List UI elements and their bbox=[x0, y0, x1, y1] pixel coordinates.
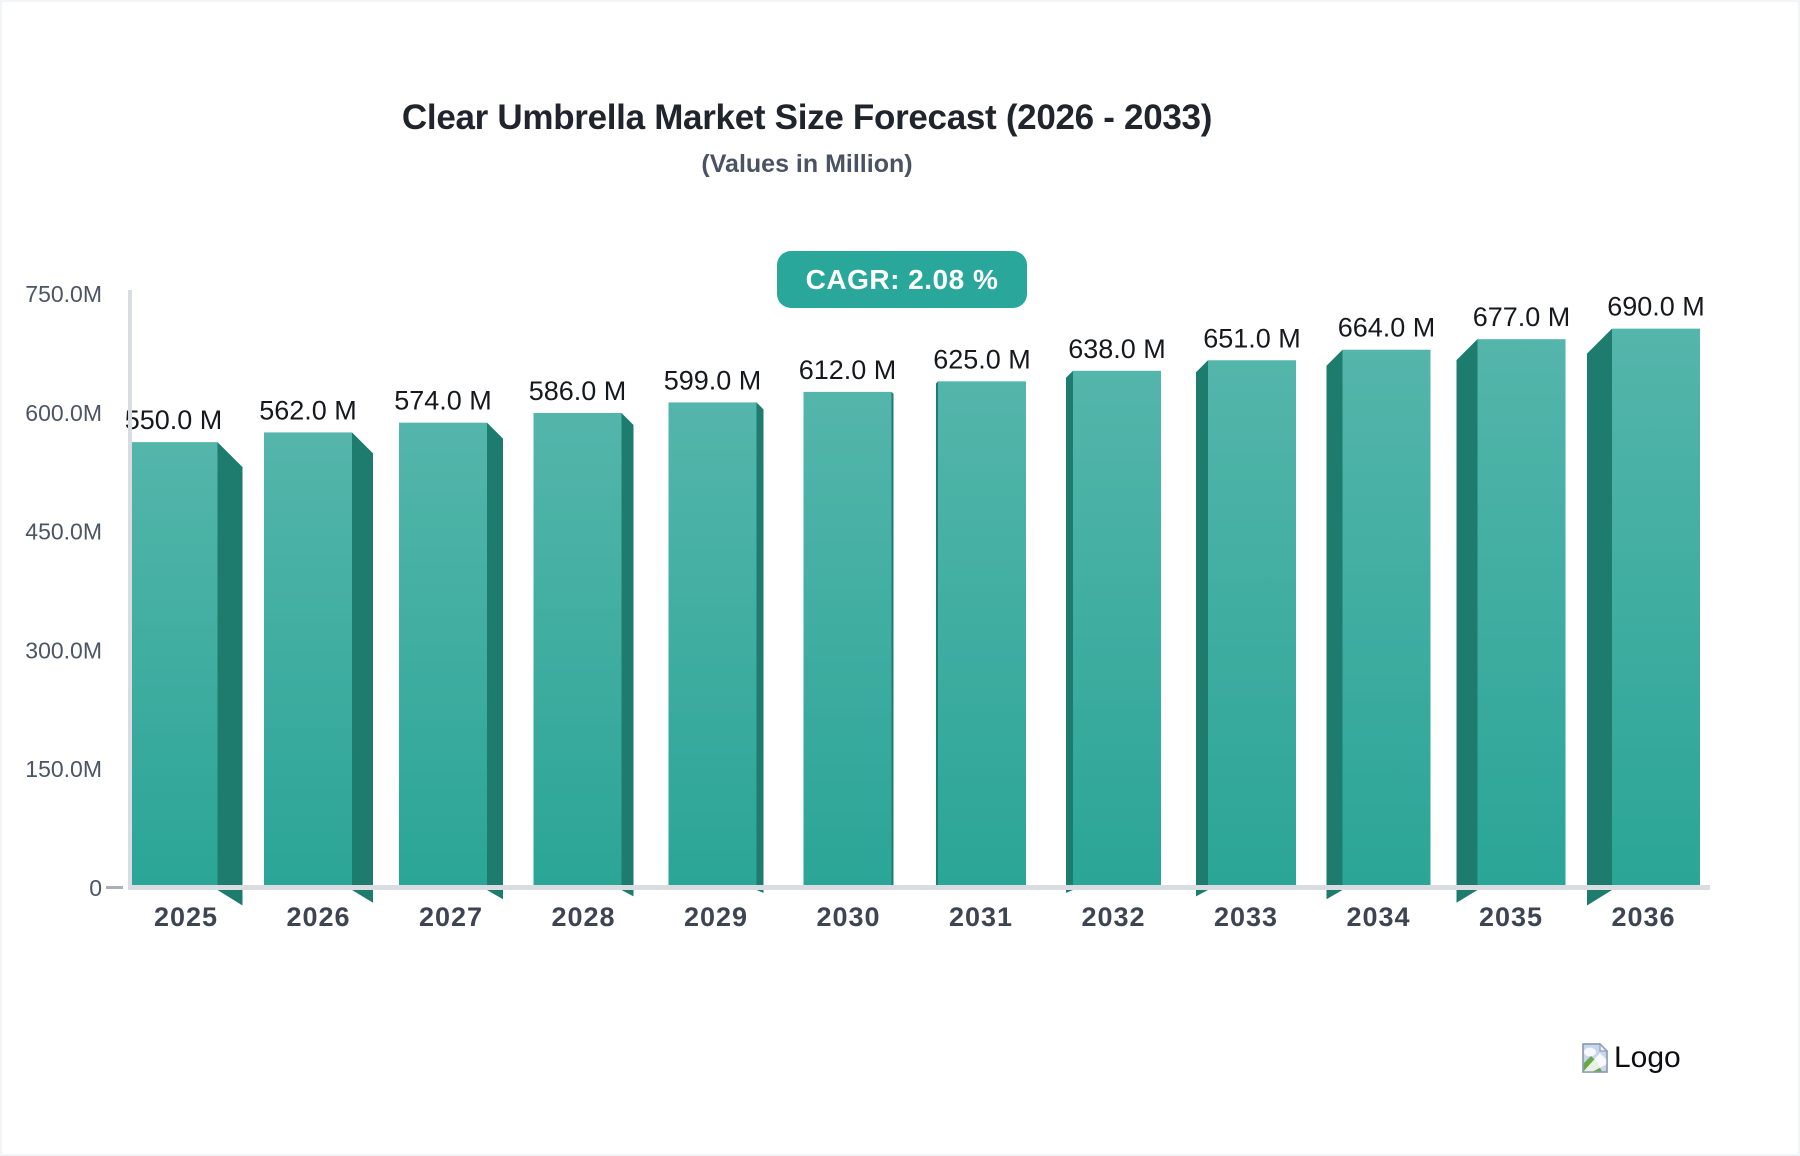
bar-side-face bbox=[1587, 328, 1612, 906]
bar-2030: 612.0 M bbox=[799, 355, 897, 890]
x-tick-label: 2032 bbox=[1081, 902, 1145, 932]
x-tick-label: 2028 bbox=[551, 902, 615, 932]
bar-front-face bbox=[938, 381, 1026, 890]
bar-side-face bbox=[1196, 360, 1208, 897]
bar-front-face bbox=[1612, 328, 1700, 890]
x-tick-label: 2031 bbox=[949, 902, 1013, 932]
bar-side-face bbox=[621, 412, 634, 897]
bar-side-face bbox=[756, 402, 764, 893]
bar-side-face bbox=[1326, 349, 1343, 900]
x-tick-label: 2030 bbox=[816, 902, 880, 932]
x-tick-label: 2029 bbox=[684, 902, 748, 932]
bar-2035: 677.0 M bbox=[1456, 302, 1571, 903]
bar-front-face bbox=[264, 432, 352, 890]
logo: Logo bbox=[1578, 1040, 1681, 1076]
bar-2036: 690.0 M bbox=[1587, 292, 1705, 906]
chart-title: Clear Umbrella Market Size Forecast (202… bbox=[401, 98, 1213, 137]
bar-side-face bbox=[1456, 339, 1478, 903]
bar-2033: 651.0 M bbox=[1196, 323, 1301, 897]
bar-front-face bbox=[399, 422, 487, 890]
bar-front-face bbox=[803, 391, 892, 890]
bar-2034: 664.0 M bbox=[1326, 313, 1436, 900]
x-axis-line bbox=[128, 885, 1710, 890]
bar-side-face bbox=[487, 422, 503, 900]
x-tick-label: 2025 bbox=[154, 902, 218, 932]
bar-front-face bbox=[1073, 370, 1161, 890]
y-tick-label: 150.0M bbox=[25, 756, 102, 782]
logo-alt-text: Logo bbox=[1614, 1041, 1681, 1074]
y-tick-label: 0 bbox=[89, 875, 102, 901]
bar-front-face bbox=[1342, 349, 1431, 890]
bar-front-face bbox=[668, 402, 757, 890]
bar-value-label: 574.0 M bbox=[394, 386, 492, 416]
x-tick-label: 2035 bbox=[1479, 902, 1543, 932]
y-axis-line bbox=[128, 290, 132, 890]
bar-value-label: 550.0 M bbox=[125, 405, 223, 435]
x-tick-label: 2033 bbox=[1214, 902, 1278, 932]
cagr-badge: CAGR: 2.08 % bbox=[777, 251, 1027, 308]
y-tick-label: 450.0M bbox=[25, 519, 102, 545]
bar-2025: 550.0 M bbox=[125, 405, 243, 906]
bar-side-face bbox=[217, 442, 243, 906]
x-tick-label: 2027 bbox=[419, 902, 483, 932]
bar-front-face bbox=[533, 412, 622, 890]
x-tick-label: 2036 bbox=[1611, 902, 1675, 932]
bar-value-label: 651.0 M bbox=[1203, 323, 1301, 353]
bar-2029: 599.0 M bbox=[664, 365, 764, 893]
bar-2032: 638.0 M bbox=[1066, 334, 1166, 893]
bar-side-face bbox=[936, 381, 938, 890]
bar-front-face bbox=[129, 442, 218, 890]
bar-2031: 625.0 M bbox=[933, 344, 1031, 890]
bar-front-face bbox=[1477, 339, 1566, 890]
bar-side-face bbox=[1066, 370, 1073, 893]
bar-front-face bbox=[1208, 360, 1296, 891]
bar-side-face bbox=[891, 391, 894, 890]
y-tick-label: 300.0M bbox=[25, 637, 102, 663]
bar-value-label: 599.0 M bbox=[664, 365, 762, 395]
bar-2026: 562.0 M bbox=[259, 395, 373, 903]
bar-value-label: 690.0 M bbox=[1607, 292, 1705, 322]
broken-image-icon bbox=[1582, 1042, 1609, 1073]
bar-value-label: 664.0 M bbox=[1338, 313, 1436, 343]
bar-value-label: 586.0 M bbox=[529, 376, 627, 406]
bar-value-label: 625.0 M bbox=[933, 344, 1031, 374]
bar-value-label: 638.0 M bbox=[1068, 334, 1166, 364]
chart-subtitle: (Values in Million) bbox=[701, 150, 913, 178]
bar-value-label: 562.0 M bbox=[259, 395, 357, 425]
y-tick-label: 600.0M bbox=[25, 400, 102, 426]
bar-value-label: 677.0 M bbox=[1473, 302, 1571, 332]
zero-tick-mark bbox=[106, 886, 123, 889]
x-tick-label: 2026 bbox=[286, 902, 350, 932]
bar-value-label: 612.0 M bbox=[799, 355, 897, 385]
x-tick-label: 2034 bbox=[1346, 902, 1410, 932]
bar-2028: 586.0 M bbox=[529, 376, 634, 897]
bar-side-face bbox=[352, 432, 373, 903]
bar-2027: 574.0 M bbox=[394, 386, 503, 900]
y-tick-label: 750.0M bbox=[25, 281, 102, 307]
